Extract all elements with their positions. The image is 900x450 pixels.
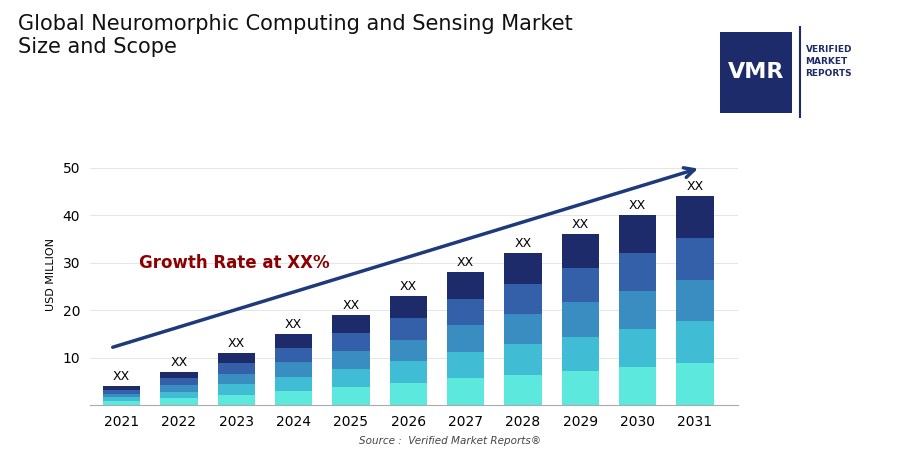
Text: XX: XX [170, 356, 187, 369]
Bar [619, 253, 656, 291]
Bar [677, 196, 714, 238]
Bar [619, 215, 656, 253]
Bar [677, 363, 714, 405]
Bar [218, 374, 255, 384]
Bar [160, 385, 197, 392]
Bar [160, 398, 197, 405]
Bar [218, 363, 255, 374]
Bar [274, 377, 312, 391]
Bar [562, 234, 598, 268]
Bar [390, 339, 427, 361]
Bar [619, 329, 656, 367]
Bar [447, 325, 484, 352]
Text: XX: XX [342, 299, 359, 312]
Bar [332, 387, 370, 405]
Bar [677, 321, 714, 363]
Bar [218, 395, 255, 405]
Bar [504, 375, 542, 405]
Bar [447, 378, 484, 405]
Bar [332, 315, 370, 333]
Text: XX: XX [514, 237, 532, 250]
Bar [562, 337, 598, 371]
Text: Source :  Verified Market Reports®: Source : Verified Market Reports® [359, 436, 541, 446]
Bar [504, 253, 542, 284]
Bar [103, 390, 140, 394]
Bar [103, 394, 140, 397]
Text: XX: XX [112, 370, 130, 383]
Text: XX: XX [572, 218, 589, 231]
Bar [218, 384, 255, 395]
Y-axis label: USD MILLION: USD MILLION [46, 238, 56, 311]
Bar [332, 333, 370, 351]
Bar [447, 272, 484, 299]
Bar [447, 352, 484, 378]
Text: XX: XX [457, 256, 474, 269]
Bar [677, 238, 714, 280]
Text: XX: XX [285, 318, 302, 331]
Bar [562, 302, 598, 337]
Bar [160, 372, 197, 378]
Text: Global Neuromorphic Computing and Sensing Market
Size and Scope: Global Neuromorphic Computing and Sensin… [18, 14, 572, 57]
Text: VERIFIED
MARKET
REPORTS: VERIFIED MARKET REPORTS [806, 45, 852, 77]
Bar [677, 280, 714, 321]
Text: Growth Rate at XX%: Growth Rate at XX% [139, 254, 329, 272]
Bar [390, 318, 427, 339]
Bar [619, 367, 656, 405]
Bar [103, 397, 140, 401]
Bar [332, 369, 370, 387]
Bar [504, 344, 542, 375]
Text: VMR: VMR [728, 62, 784, 82]
Text: XX: XX [228, 337, 245, 350]
Bar [390, 361, 427, 383]
Bar [160, 392, 197, 398]
Bar [390, 383, 427, 405]
Bar [274, 362, 312, 377]
Bar [160, 378, 197, 385]
Bar [103, 401, 140, 405]
Text: XX: XX [629, 199, 646, 212]
Bar [218, 353, 255, 363]
Bar [274, 334, 312, 348]
Bar [562, 268, 598, 302]
Text: XX: XX [400, 280, 417, 293]
Bar [562, 371, 598, 405]
Bar [504, 284, 542, 314]
Bar [103, 386, 140, 390]
Bar [274, 348, 312, 362]
Bar [619, 291, 656, 329]
Text: XX: XX [687, 180, 704, 194]
Bar [332, 351, 370, 369]
Bar [504, 314, 542, 344]
Bar [447, 299, 484, 325]
Bar [390, 296, 427, 318]
Bar [274, 391, 312, 405]
